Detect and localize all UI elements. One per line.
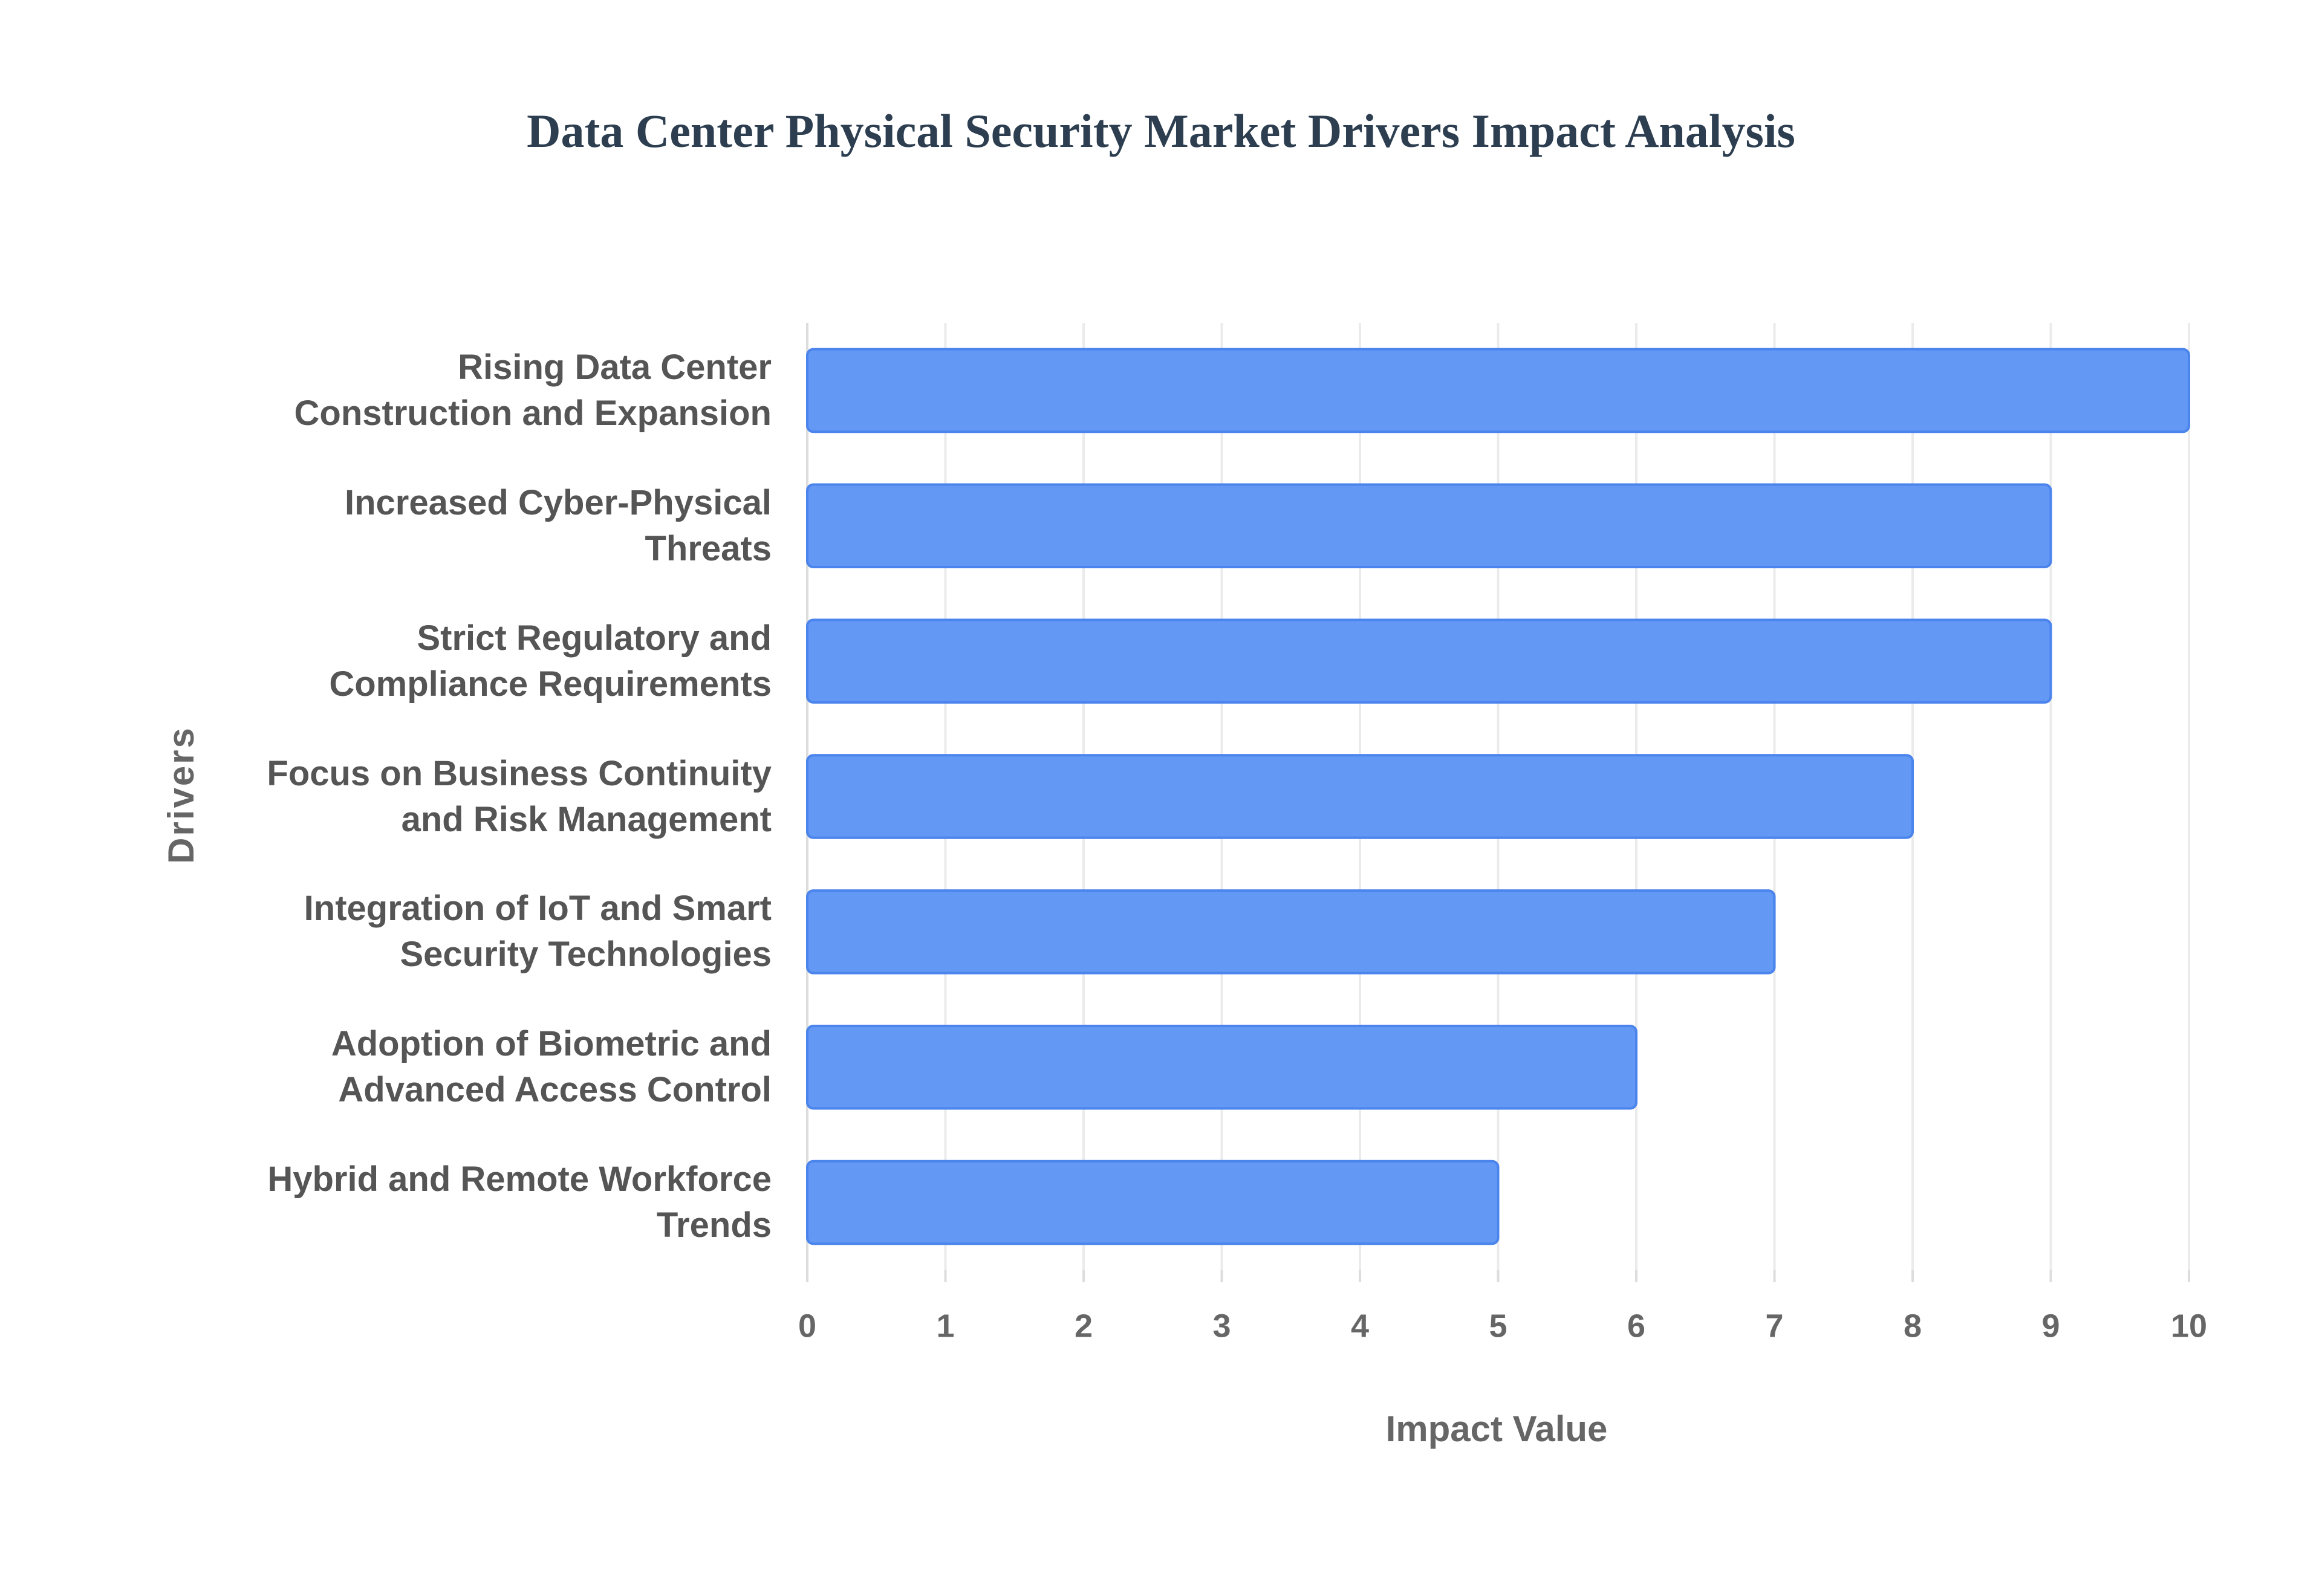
bar bbox=[806, 348, 2190, 433]
x-tick-label: 5 bbox=[1489, 1308, 1507, 1344]
y-tick-label: Rising Data Center Construction and Expa… bbox=[294, 347, 772, 433]
y-axis-title: Drivers bbox=[161, 726, 201, 864]
x-tick-label: 1 bbox=[936, 1308, 954, 1344]
bar bbox=[806, 1024, 1637, 1110]
y-tick-label: Focus on Business Continuity and Risk Ma… bbox=[267, 753, 772, 839]
y-tick-label: Increased Cyber-Physical Threats bbox=[344, 482, 772, 568]
x-tick-label: 3 bbox=[1212, 1308, 1231, 1344]
x-tick-label: 0 bbox=[798, 1308, 816, 1344]
x-tick-label: 6 bbox=[1627, 1308, 1645, 1344]
y-tick-label: Integration of IoT and Smart Security Te… bbox=[304, 889, 772, 975]
bar bbox=[806, 483, 2052, 569]
x-axis-title: Impact Value bbox=[1386, 1409, 1608, 1449]
bar bbox=[806, 754, 1914, 839]
y-tick-label: Hybrid and Remote Workforce Trends bbox=[267, 1160, 772, 1245]
y-tick-label: Adoption of Biometric and Advanced Acces… bbox=[331, 1024, 772, 1110]
x-tick-label: 10 bbox=[2171, 1308, 2207, 1344]
x-tick-label: 9 bbox=[2041, 1308, 2060, 1344]
x-tick-label: 7 bbox=[1765, 1308, 1783, 1344]
x-tick-label: 4 bbox=[1351, 1308, 1369, 1344]
y-tick-label: Strict Regulatory and Compliance Require… bbox=[329, 618, 772, 704]
x-tick-label: 8 bbox=[1904, 1308, 1922, 1344]
chart-title: Data Center Physical Security Market Dri… bbox=[527, 105, 1795, 157]
x-tick-label: 2 bbox=[1075, 1308, 1093, 1344]
bar bbox=[806, 1160, 1500, 1245]
bar bbox=[806, 889, 1776, 975]
bar bbox=[806, 618, 2052, 704]
